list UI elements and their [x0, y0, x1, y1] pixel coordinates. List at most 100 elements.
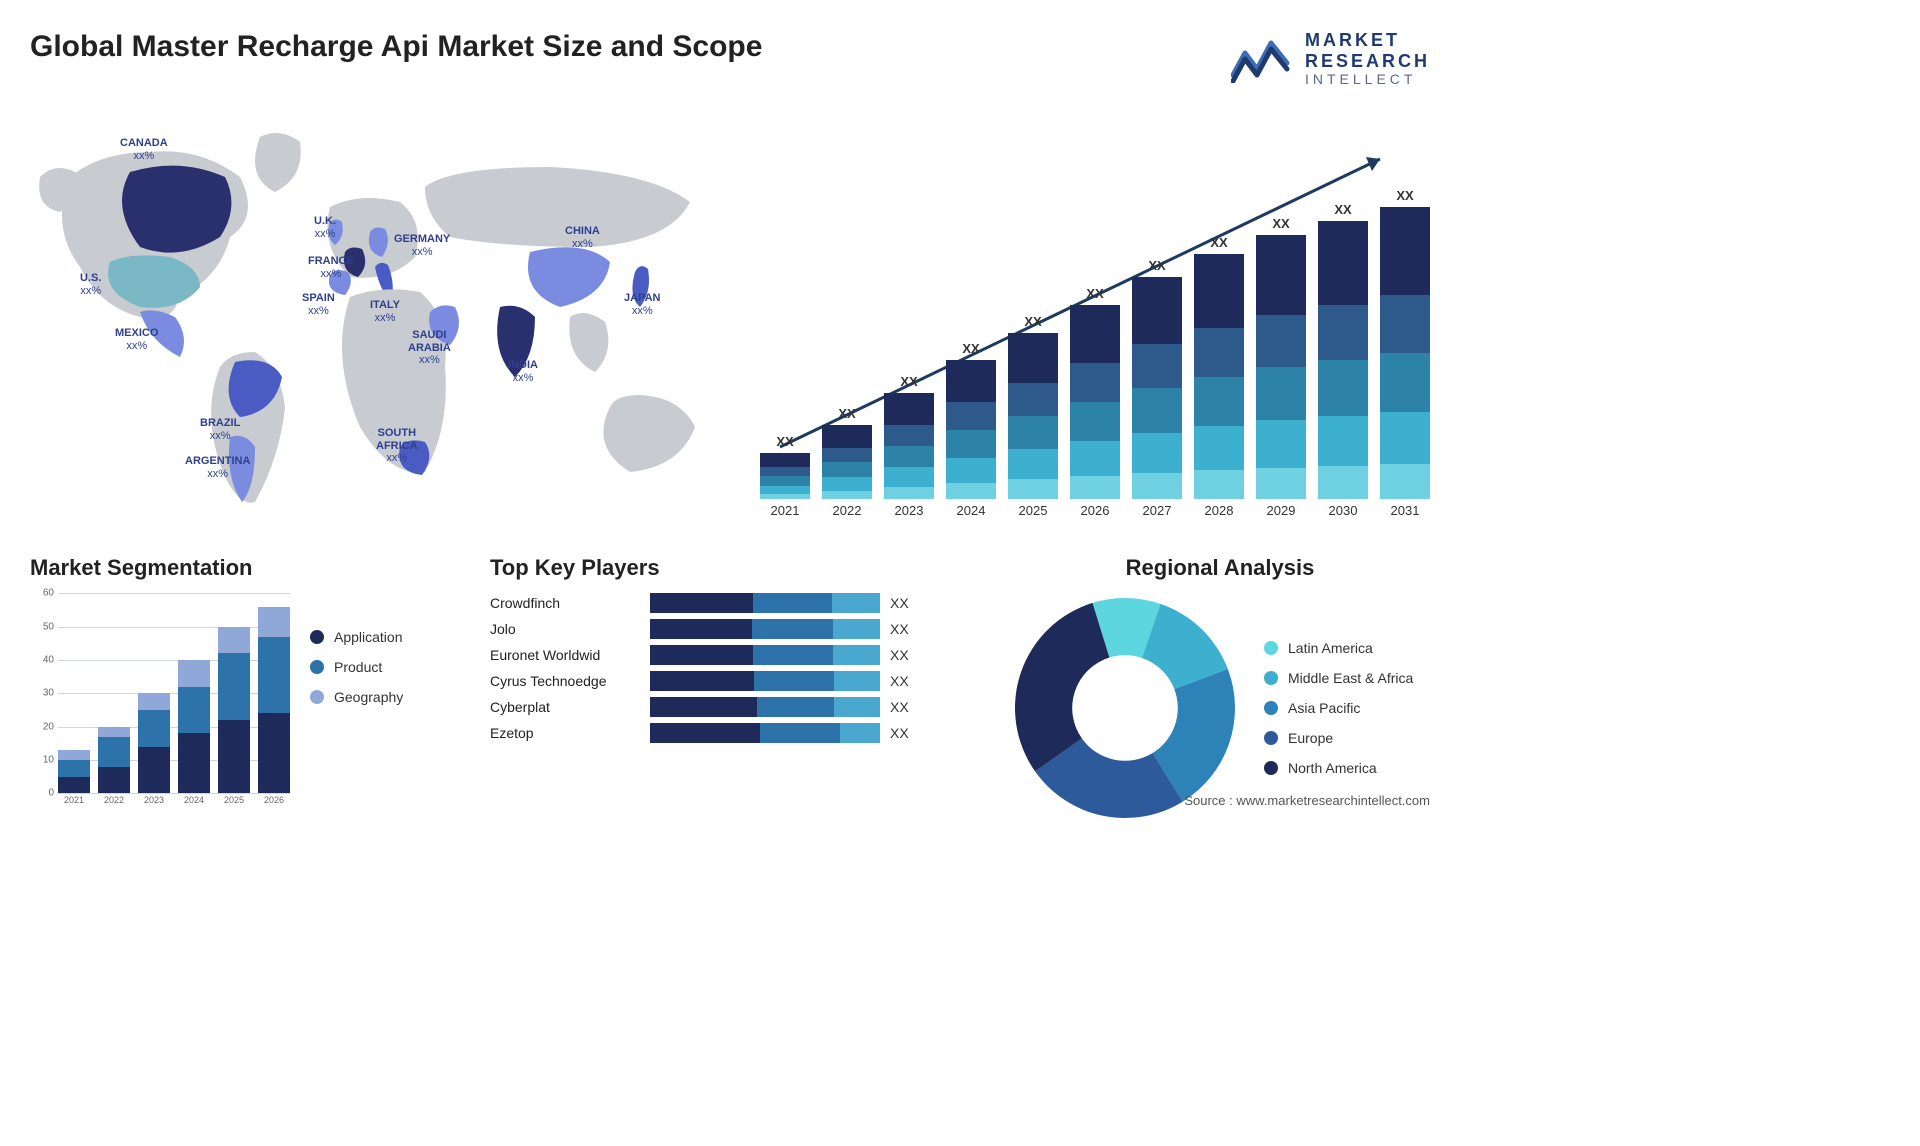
key-players-title: Top Key Players	[490, 555, 970, 581]
key-player-value: XX	[890, 725, 930, 741]
map-label: GERMANYxx%	[394, 233, 450, 257]
growth-bar-label: XX	[1210, 235, 1227, 250]
logo-line2: RESEARCH	[1305, 51, 1430, 72]
segmentation-chart: 202120222023202420252026 0102030405060	[30, 593, 290, 813]
legend-label: Europe	[1288, 730, 1333, 746]
key-player-row: Euronet WorldwidXX	[490, 645, 970, 665]
key-player-name: Cyrus Technoedge	[490, 673, 640, 689]
key-player-row: Cyberplat XX	[490, 697, 970, 717]
legend-item: Middle East & Africa	[1264, 670, 1413, 686]
key-player-bar	[650, 645, 880, 665]
legend-label: Latin America	[1288, 640, 1373, 656]
legend-item: Geography	[310, 689, 450, 705]
segmentation-title: Market Segmentation	[30, 555, 450, 581]
legend-swatch-icon	[1264, 701, 1278, 715]
growth-xaxis-label: 2022	[822, 503, 872, 527]
key-player-row: Cyrus Technoedge XX	[490, 671, 970, 691]
key-player-row: JoloXX	[490, 619, 970, 639]
growth-xaxis-label: 2027	[1132, 503, 1182, 527]
seg-xaxis-label: 2023	[138, 795, 170, 813]
seg-ytick: 20	[30, 721, 54, 732]
map-label: BRAZILxx%	[200, 417, 240, 441]
legend-item: Latin America	[1264, 640, 1413, 656]
growth-bar: XX	[822, 406, 872, 499]
growth-bar-label: XX	[1148, 258, 1165, 273]
map-label: MEXICOxx%	[115, 327, 158, 351]
seg-bar	[218, 627, 250, 794]
world-map-panel: CANADAxx%U.S.xx%MEXICOxx%BRAZILxx%ARGENT…	[30, 107, 730, 527]
map-label: U.S.xx%	[80, 272, 101, 296]
regional-donut	[1010, 593, 1240, 823]
segmentation-legend: Application Product Geography	[310, 593, 450, 813]
top-row: CANADAxx%U.S.xx%MEXICOxx%BRAZILxx%ARGENT…	[30, 107, 1430, 527]
logo-line1: MARKET	[1305, 30, 1430, 51]
growth-xaxis-label: 2024	[946, 503, 996, 527]
key-player-value: XX	[890, 595, 930, 611]
key-player-value: XX	[890, 647, 930, 663]
map-label: INDIAxx%	[508, 359, 538, 383]
page-title: Global Master Recharge Api Market Size a…	[30, 30, 762, 64]
key-player-name: Cyberplat	[490, 699, 640, 715]
header: Global Master Recharge Api Market Size a…	[30, 30, 1430, 87]
legend-swatch-icon	[1264, 731, 1278, 745]
legend-swatch-icon	[1264, 641, 1278, 655]
growth-xaxis-label: 2031	[1380, 503, 1430, 527]
growth-bar: XX	[760, 434, 810, 499]
growth-bar: XX	[1008, 314, 1058, 500]
growth-xaxis-label: 2026	[1070, 503, 1120, 527]
growth-xaxis-label: 2025	[1008, 503, 1058, 527]
map-label: ITALYxx%	[370, 299, 400, 323]
key-player-bar	[650, 723, 880, 743]
seg-xaxis-label: 2022	[98, 795, 130, 813]
legend-label: Product	[334, 659, 382, 675]
legend-swatch-icon	[310, 630, 324, 644]
growth-bar: XX	[1070, 286, 1120, 500]
key-player-value: XX	[890, 699, 930, 715]
seg-bar	[178, 660, 210, 793]
seg-bar	[98, 727, 130, 794]
regional-title: Regional Analysis	[1010, 555, 1430, 581]
seg-ytick: 60	[30, 588, 54, 599]
growth-bar-label: XX	[776, 434, 793, 449]
seg-xaxis-label: 2026	[258, 795, 290, 813]
growth-xaxis-label: 2023	[884, 503, 934, 527]
growth-bar-label: XX	[1024, 314, 1041, 329]
growth-chart: XXXXXXXXXXXXXXXXXXXXXX 20212022202320242…	[760, 147, 1430, 527]
growth-xaxis-label: 2030	[1318, 503, 1368, 527]
growth-xaxis-label: 2029	[1256, 503, 1306, 527]
map-label: FRANCExx%	[308, 255, 354, 279]
map-label: ARGENTINAxx%	[185, 455, 250, 479]
legend-item: North America	[1264, 760, 1413, 776]
segmentation-panel: Market Segmentation 20212022202320242025…	[30, 555, 450, 813]
seg-xaxis-label: 2025	[218, 795, 250, 813]
key-player-bar	[650, 619, 880, 639]
growth-bar: XX	[1132, 258, 1182, 499]
key-player-bar	[650, 593, 880, 613]
seg-xaxis-label: 2021	[58, 795, 90, 813]
key-player-row: EzetopXX	[490, 723, 970, 743]
map-label: U.K.xx%	[314, 215, 336, 239]
legend-item: Application	[310, 629, 450, 645]
regional-panel: Regional Analysis Latin America Middle Ea…	[1010, 555, 1430, 823]
growth-bar-label: XX	[1272, 216, 1289, 231]
key-player-bar	[650, 697, 880, 717]
growth-bar: XX	[1318, 202, 1368, 499]
seg-ytick: 0	[30, 788, 54, 799]
seg-ytick: 30	[30, 688, 54, 699]
regional-legend: Latin America Middle East & Africa Asia Pa…	[1264, 640, 1413, 776]
growth-xaxis-label: 2021	[760, 503, 810, 527]
legend-label: Asia Pacific	[1288, 700, 1360, 716]
key-player-name: Crowdfinch	[490, 595, 640, 611]
key-player-value: XX	[890, 673, 930, 689]
growth-bar-label: XX	[962, 341, 979, 356]
growth-chart-panel: XXXXXXXXXXXXXXXXXXXXXX 20212022202320242…	[760, 107, 1430, 527]
key-player-row: Crowdfinch XX	[490, 593, 970, 613]
growth-bar: XX	[1194, 235, 1244, 500]
source-attribution: Source : www.marketresearchintellect.com	[1184, 793, 1430, 808]
legend-label: North America	[1288, 760, 1377, 776]
legend-label: Application	[334, 629, 403, 645]
map-label: JAPANxx%	[624, 292, 660, 316]
legend-swatch-icon	[1264, 761, 1278, 775]
key-player-bar	[650, 671, 880, 691]
logo-line3: INTELLECT	[1305, 71, 1430, 87]
